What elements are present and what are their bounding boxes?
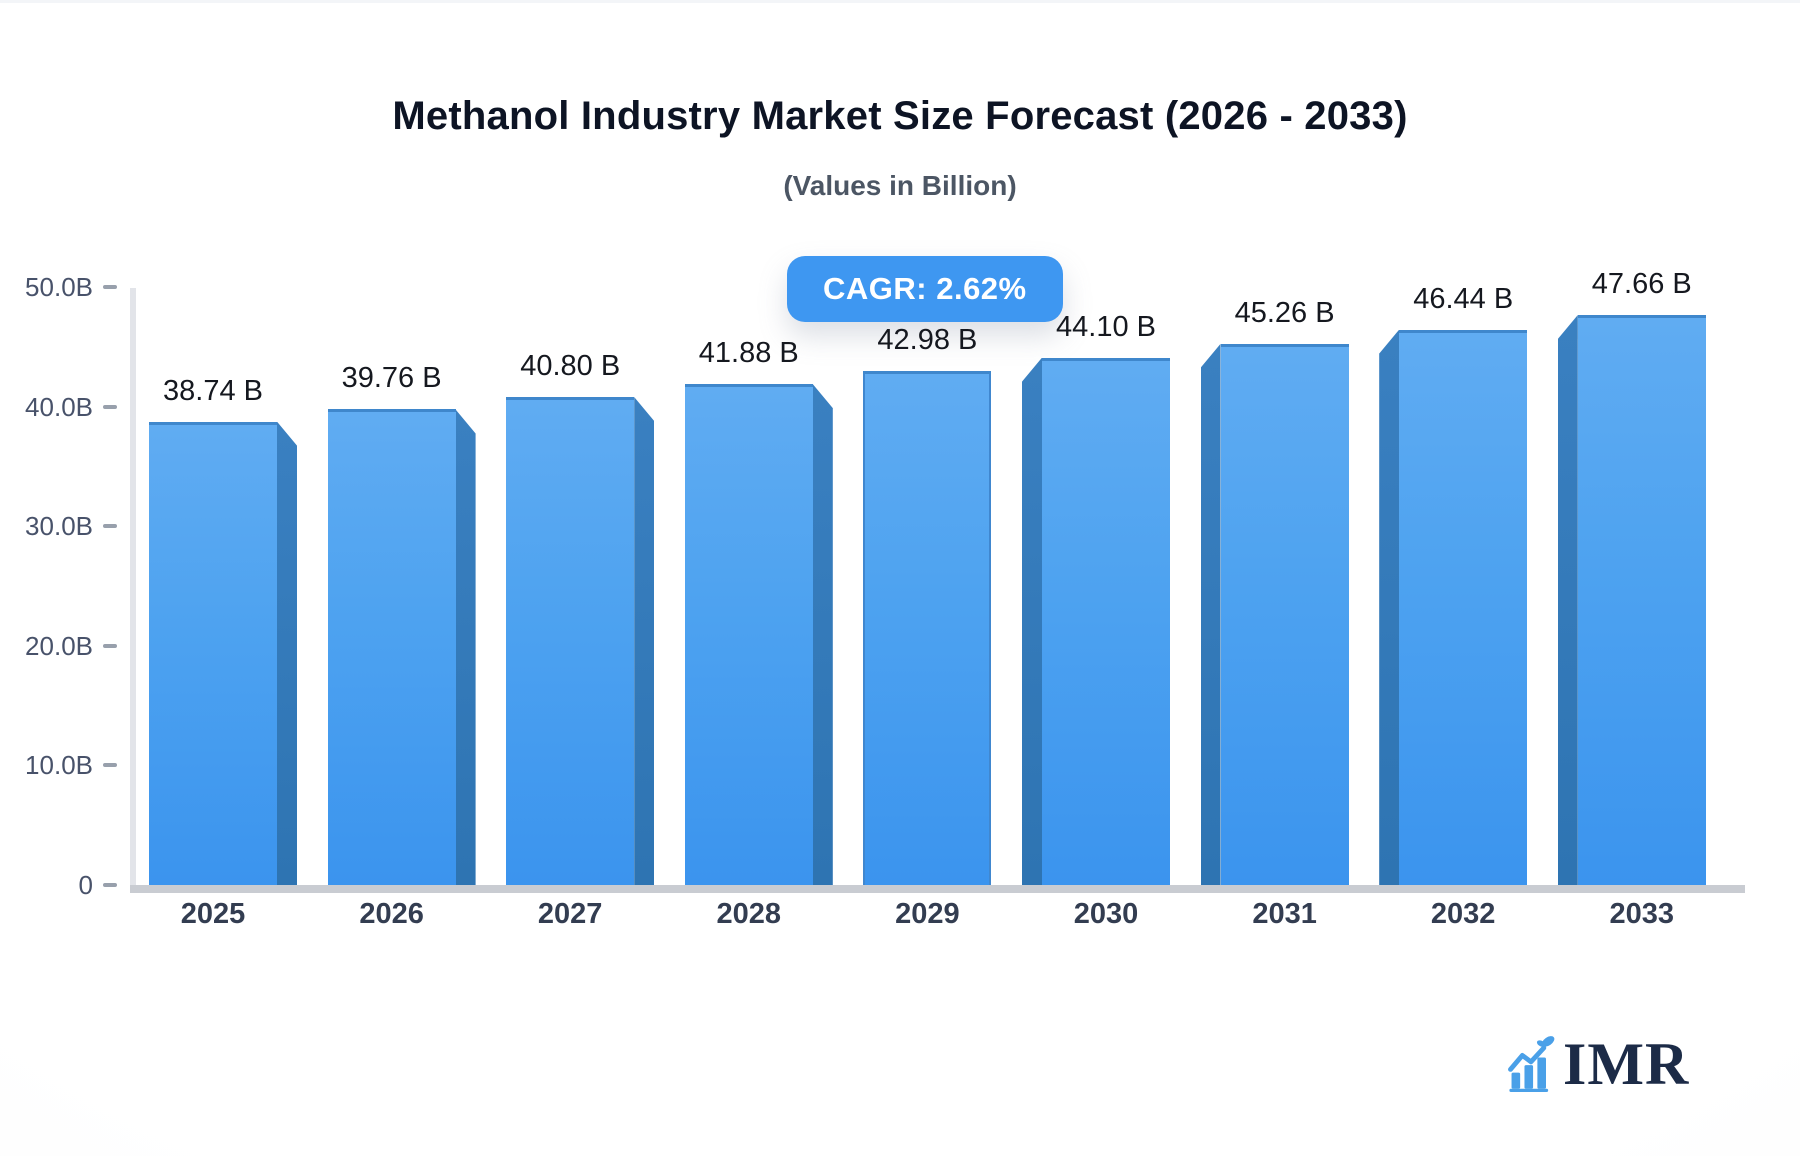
y-tick-label: 50.0B — [25, 272, 93, 302]
chart-title: Methanol Industry Market Size Forecast (… — [392, 94, 1408, 138]
bar-value-label: 42.98 B — [877, 323, 978, 356]
y-tick-label: 10.0B — [25, 750, 93, 781]
bar-value-label: 44.10 B — [1056, 310, 1156, 343]
y-tick-label: 0 — [78, 870, 93, 900]
bar-value-label: 40.80 B — [520, 350, 621, 383]
y-tick-label: 40.0B — [25, 391, 93, 422]
y-tick-mark — [103, 883, 117, 887]
y-axis-line — [130, 288, 136, 890]
bar-3d-side — [1022, 357, 1042, 885]
bar-3d-side — [1200, 343, 1221, 885]
bar-2032 — [1399, 329, 1528, 885]
bar-2030 — [1042, 357, 1170, 885]
bar-3d-side — [277, 421, 297, 885]
bar-3d-side — [634, 397, 655, 885]
bar-2031 — [1220, 343, 1349, 885]
x-axis-line — [130, 885, 1745, 893]
y-tick-label: 30.0B — [25, 511, 93, 542]
bar-chart-growth-leaf-icon — [1508, 1036, 1555, 1092]
bar-2028 — [684, 384, 813, 885]
chart-subtitle: (Values in Billion) — [783, 170, 1017, 201]
bar-value-label: 39.76 B — [341, 362, 442, 395]
bar-3d-side — [455, 409, 476, 885]
x-axis-label-2030: 2030 — [1073, 898, 1139, 930]
y-tick-mark — [103, 524, 117, 529]
bar-value-label: 41.88 B — [698, 337, 799, 370]
x-axis-label-2026: 2026 — [359, 898, 424, 930]
bar-value-label: 46.44 B — [1413, 282, 1514, 315]
x-axis-label-2028: 2028 — [716, 898, 782, 930]
x-axis-label-2027: 2027 — [537, 898, 603, 930]
bar-value-label: 45.26 B — [1234, 296, 1335, 329]
y-tick-mark — [103, 404, 117, 409]
bar-value-label: 38.74 B — [163, 374, 263, 407]
x-axis-label-2033: 2033 — [1609, 898, 1675, 930]
y-tick-mark — [103, 763, 117, 768]
bar-value-label: 47.66 B — [1591, 268, 1692, 300]
bar-3d-side — [812, 384, 833, 885]
cagr-badge: CAGR: 2.62% — [787, 256, 1063, 322]
x-axis-label-2025: 2025 — [180, 898, 246, 930]
cagr-badge-label: CAGR: 2.62% — [823, 271, 1027, 306]
bar-2026 — [327, 409, 456, 885]
bar-3d-side — [1379, 329, 1400, 885]
x-axis-label-2031: 2031 — [1252, 898, 1317, 930]
bar-2029 — [863, 370, 992, 885]
imr-logo: IMR — [1505, 1031, 1690, 1097]
x-axis-label-2029: 2029 — [895, 898, 960, 930]
imr-logo-text: IMR — [1563, 1031, 1690, 1097]
bar-2033 — [1577, 315, 1706, 885]
bar-3d-side — [1557, 315, 1578, 885]
bar-2027 — [506, 397, 635, 885]
y-tick-mark — [103, 285, 117, 289]
y-tick-label: 20.0B — [25, 630, 93, 661]
x-axis-label-2032: 2032 — [1430, 898, 1496, 930]
y-tick-mark — [103, 643, 117, 648]
bar-2025 — [149, 421, 277, 885]
